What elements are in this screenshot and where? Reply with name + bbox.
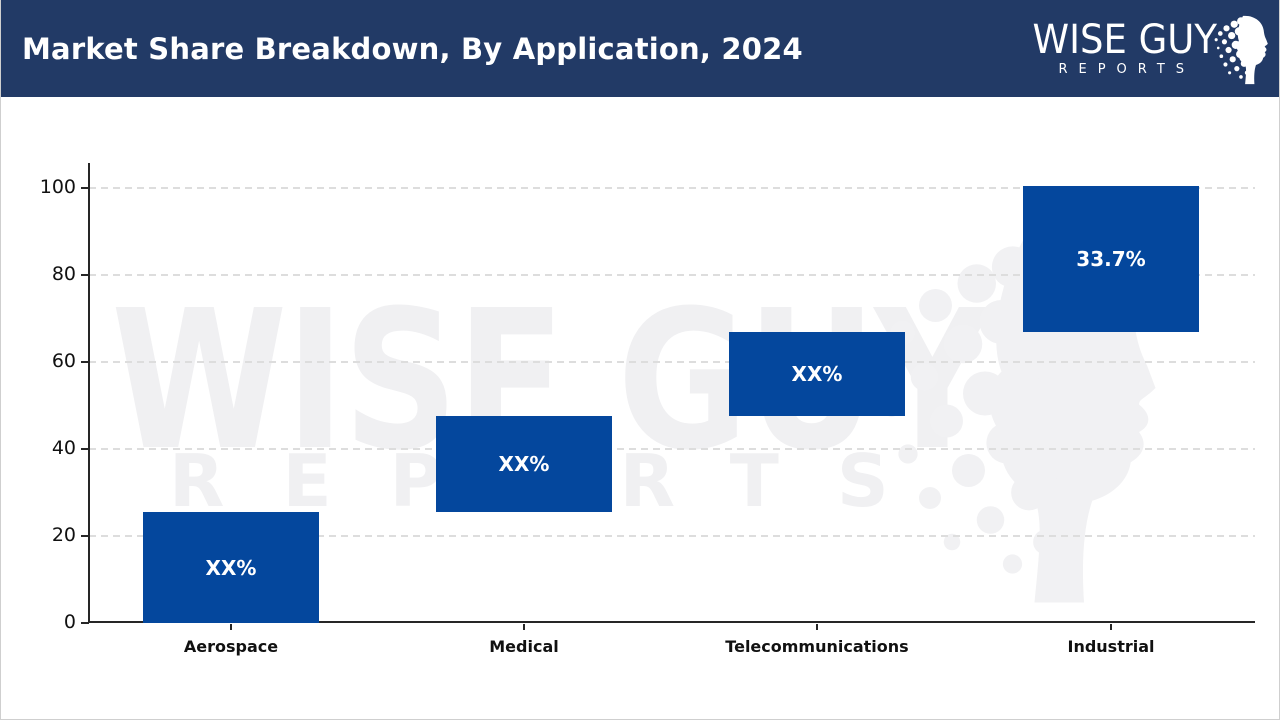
chart-region: WISE GUY REPORTS 020406080100XX%Aerospac… bbox=[1, 97, 1279, 719]
dotted-head-profile-icon bbox=[1214, 15, 1268, 84]
header: Market Share Breakdown, By Application, … bbox=[1, 0, 1279, 97]
y-tick-mark bbox=[81, 187, 89, 189]
x-tick-mark bbox=[1110, 624, 1112, 630]
bar-value-label: 33.7% bbox=[1076, 247, 1146, 272]
y-tick-mark bbox=[81, 448, 89, 450]
gridline bbox=[89, 535, 1255, 537]
gridline bbox=[89, 361, 1255, 363]
y-tick-mark bbox=[81, 361, 89, 363]
x-axis-line bbox=[89, 621, 1255, 624]
gridline bbox=[89, 448, 1255, 450]
y-tick-label: 80 bbox=[51, 263, 76, 285]
bar-value-label: XX% bbox=[205, 555, 257, 580]
x-category-label: Telecommunications bbox=[725, 637, 909, 656]
x-category-label: Aerospace bbox=[183, 637, 279, 656]
y-tick-label: 60 bbox=[51, 350, 76, 372]
brand-logo-text: WISE GUY REPORTS bbox=[1032, 15, 1217, 77]
y-tick-mark bbox=[81, 274, 89, 276]
x-tick-mark bbox=[816, 624, 818, 630]
y-tick-label: 20 bbox=[51, 524, 76, 546]
gridline bbox=[89, 187, 1255, 189]
y-tick-mark bbox=[81, 535, 89, 537]
y-tick-label: 40 bbox=[51, 437, 76, 459]
bar-value-label: XX% bbox=[498, 452, 550, 477]
brand-logo: WISE GUY REPORTS bbox=[1033, 11, 1273, 87]
bar: 33.7% bbox=[1023, 185, 1199, 333]
x-tick-mark bbox=[523, 624, 525, 630]
bar: XX% bbox=[436, 416, 612, 513]
y-tick-label: 100 bbox=[39, 176, 76, 198]
logo-wordmark: WISE GUY bbox=[1032, 15, 1217, 63]
x-tick-mark bbox=[230, 624, 232, 630]
x-category-label: Medical bbox=[489, 637, 559, 656]
bar: XX% bbox=[143, 512, 319, 623]
gridline bbox=[89, 274, 1255, 276]
y-tick-mark bbox=[81, 622, 89, 624]
bar-value-label: XX% bbox=[791, 362, 843, 387]
logo-subtext: REPORTS bbox=[1058, 61, 1196, 77]
y-axis-spine bbox=[88, 163, 90, 623]
x-category-label: Industrial bbox=[1067, 637, 1155, 656]
chart-title: Market Share Breakdown, By Application, … bbox=[22, 31, 803, 66]
bar: XX% bbox=[729, 332, 905, 417]
y-tick-label: 0 bbox=[63, 611, 76, 633]
